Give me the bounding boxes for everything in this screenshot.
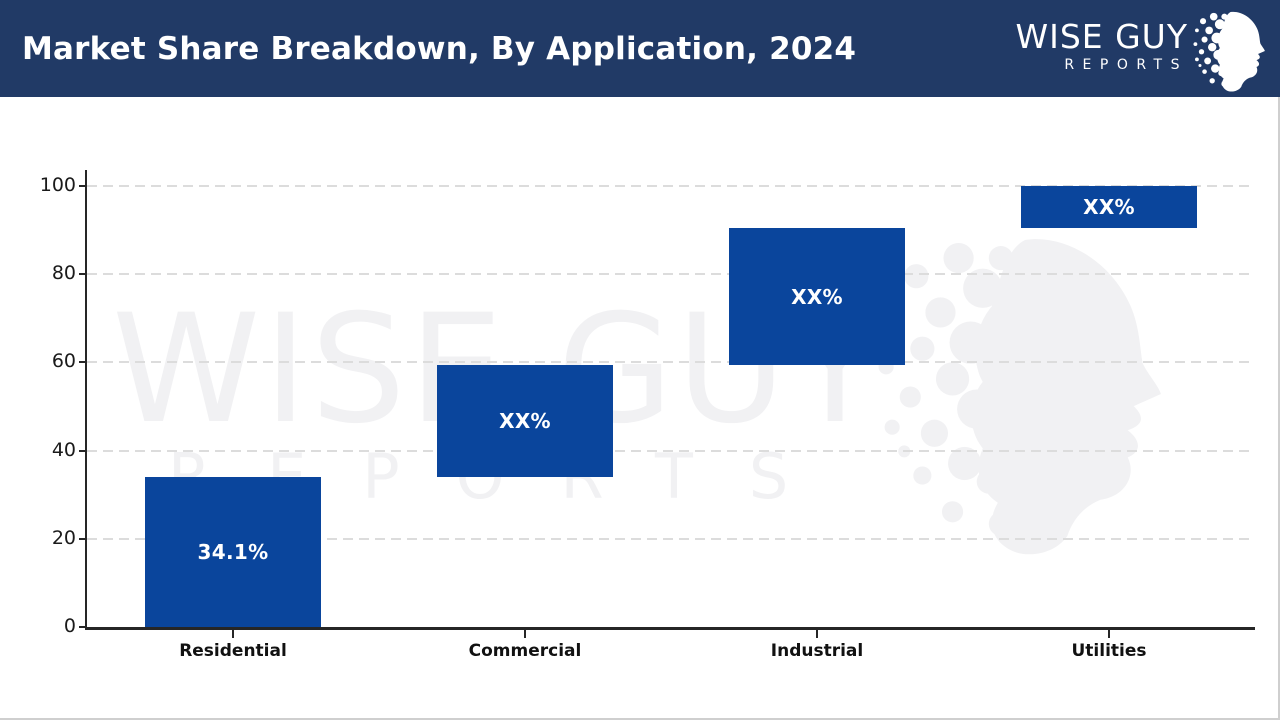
dotted-head-profile-icon bbox=[1193, 11, 1265, 92]
dotted-head-profile-watermark-icon bbox=[878, 239, 1161, 555]
y-tick-label-0: 0 bbox=[63, 615, 76, 637]
x-axis-label-industrial: Industrial bbox=[770, 641, 864, 661]
x-axis-label-commercial: Commercial bbox=[468, 641, 582, 661]
bar-industrial: XX% bbox=[729, 227, 905, 366]
x-axis-label-residential: Residential bbox=[179, 641, 287, 661]
bar-utilities: XX% bbox=[1021, 186, 1197, 228]
y-tick-label-60: 60 bbox=[51, 350, 76, 373]
y-tick-mark-80 bbox=[79, 273, 87, 276]
logo-wordmark: WISE GUY bbox=[1015, 17, 1188, 56]
y-tick-mark-60 bbox=[79, 361, 87, 364]
y-tick-mark-20 bbox=[79, 537, 87, 540]
page-right-border bbox=[1278, 0, 1280, 720]
x-tick-mark-residential bbox=[232, 630, 234, 638]
wise-guy-reports-logo: WISE GUY REPORTS bbox=[1002, 6, 1270, 94]
x-axis-line bbox=[85, 627, 1255, 630]
logo-subtext: REPORTS bbox=[1064, 57, 1188, 73]
bar-value-label-utilities: XX% bbox=[1083, 194, 1135, 219]
bar-value-label-residential: 34.1% bbox=[197, 539, 269, 564]
y-tick-mark-40 bbox=[79, 449, 87, 452]
y-axis-line bbox=[85, 170, 87, 630]
x-tick-mark-commercial bbox=[524, 630, 526, 638]
bar-commercial: XX% bbox=[437, 365, 613, 477]
y-tick-mark-100 bbox=[79, 185, 87, 187]
bar-value-label-commercial: XX% bbox=[499, 409, 551, 434]
gridline-y-80 bbox=[87, 273, 1255, 276]
y-tick-label-80: 80 bbox=[51, 262, 76, 285]
bar-residential: 34.1% bbox=[145, 476, 321, 627]
gridline-y-20 bbox=[87, 537, 1255, 540]
page-bottom-border bbox=[0, 718, 1280, 720]
header-band: Market Share Breakdown, By Application, … bbox=[0, 0, 1280, 97]
gridline-y-40 bbox=[87, 449, 1255, 452]
logo-text: WISE GUY REPORTS bbox=[1015, 20, 1188, 72]
bar-value-label-industrial: XX% bbox=[791, 284, 843, 309]
y-tick-mark-0 bbox=[79, 626, 87, 628]
gridline-y-100 bbox=[87, 185, 1255, 187]
gridline-y-60 bbox=[87, 361, 1255, 364]
x-axis-label-utilities: Utilities bbox=[1071, 641, 1147, 661]
y-tick-label-100: 100 bbox=[39, 174, 76, 196]
y-tick-label-40: 40 bbox=[51, 438, 76, 461]
chart-title: Market Share Breakdown, By Application, … bbox=[22, 30, 857, 67]
x-tick-mark-industrial bbox=[816, 630, 818, 638]
y-tick-label-20: 20 bbox=[51, 526, 76, 549]
x-tick-mark-utilities bbox=[1108, 630, 1110, 638]
